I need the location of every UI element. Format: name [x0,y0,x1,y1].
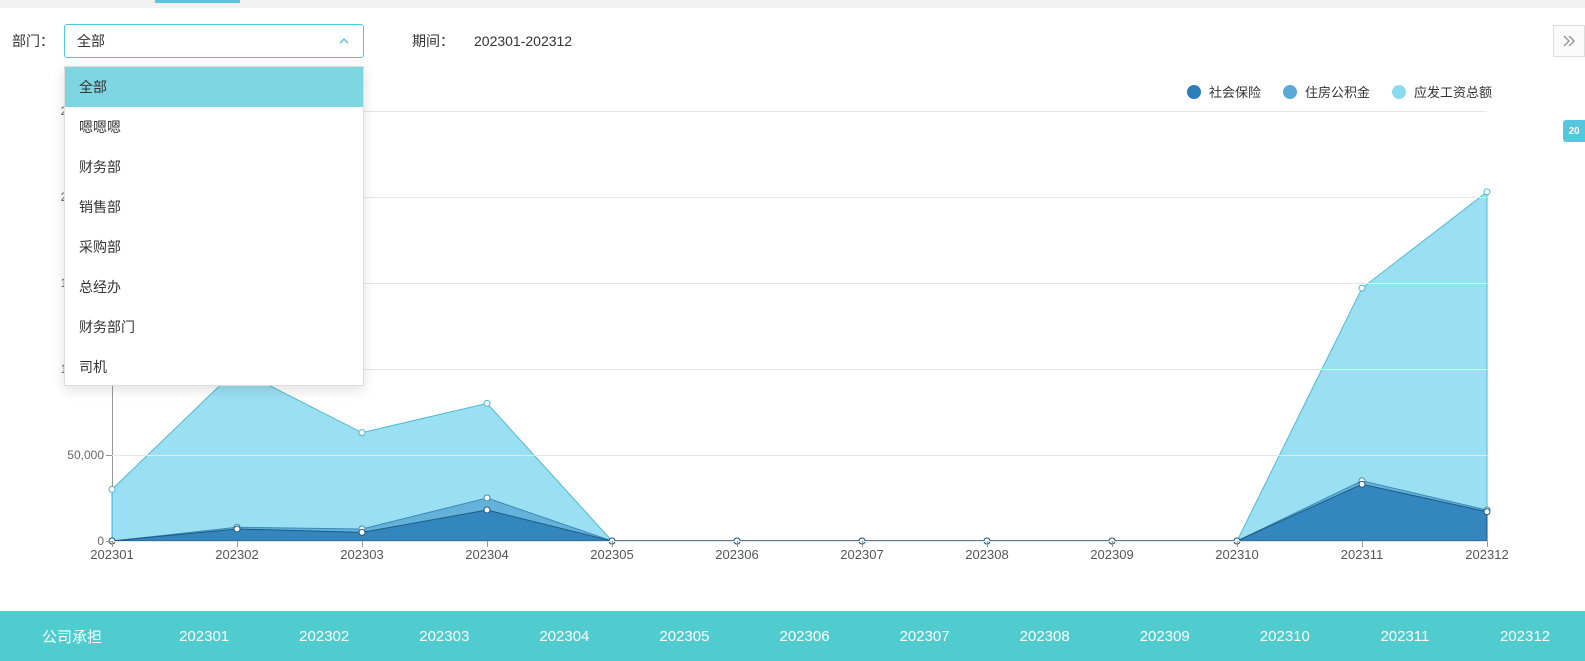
legend-label: 社会保险 [1209,82,1261,101]
dept-select-value: 全部 [77,31,105,51]
y-axis-label: 50,000 [67,448,104,462]
x-axis-label: 202305 [590,547,633,562]
series-marker[interactable] [234,526,240,532]
x-axis-label: 202309 [1090,547,1133,562]
dropdown-option[interactable]: 全部 [65,67,363,107]
grid-line [112,455,1487,456]
x-tick [112,541,113,547]
table-header-cell: 202303 [384,628,504,645]
active-tab-indicator [155,0,240,3]
x-tick [737,541,738,547]
y-tick [106,455,112,456]
series-marker[interactable] [1359,481,1365,487]
table-header-cell: 202306 [744,628,864,645]
table-header-cell: 202302 [264,628,384,645]
legend-item[interactable]: 住房公积金 [1283,82,1370,101]
series-marker[interactable] [1359,285,1365,291]
table-header-row: 公司承担202301202302202303202304202305202306… [0,611,1585,661]
series-marker[interactable] [1484,189,1490,195]
chevron-up-icon [337,34,351,48]
x-tick [237,541,238,547]
legend-item[interactable]: 社会保险 [1187,82,1261,101]
x-axis-label: 202310 [1215,547,1258,562]
series-marker[interactable] [359,529,365,535]
side-tab-label: 20 [1568,126,1579,137]
x-tick [1112,541,1113,547]
x-tick [862,541,863,547]
x-axis-label: 202312 [1465,547,1508,562]
series-marker[interactable] [1484,509,1490,515]
dropdown-option[interactable]: 采购部 [65,227,363,267]
table-header-cell: 202301 [144,628,264,645]
legend-item[interactable]: 应发工资总额 [1392,82,1492,101]
x-axis-label: 202302 [215,547,258,562]
table-header-cell: 202305 [624,628,744,645]
table-header-cell: 公司承担 [0,626,144,647]
panel-collapse-handle[interactable] [1553,25,1585,57]
x-axis-label: 202307 [840,547,883,562]
series-marker[interactable] [484,495,490,501]
x-tick [362,541,363,547]
x-tick [1237,541,1238,547]
dept-dropdown[interactable]: 全部嗯嗯嗯财务部销售部采购部总经办财务部门司机 [64,66,364,386]
legend-marker [1392,85,1406,99]
side-tab[interactable]: 20 [1563,120,1585,142]
series-marker[interactable] [484,507,490,513]
x-axis-label: 202304 [465,547,508,562]
series-marker[interactable] [109,486,115,492]
x-tick [1487,541,1488,547]
dept-label: 部门： [12,31,54,51]
dropdown-option[interactable]: 嗯嗯嗯 [65,107,363,147]
table-header-cell: 202308 [985,628,1105,645]
chevron-right-double-icon [1561,33,1577,49]
dept-select-wrap: 全部 全部嗯嗯嗯财务部销售部采购部总经办财务部门司机 [64,24,364,58]
legend-label: 住房公积金 [1305,82,1370,101]
filter-row: 部门： 全部 全部嗯嗯嗯财务部销售部采购部总经办财务部门司机 期间： 20230… [0,8,1585,66]
table-header-cell: 202310 [1225,628,1345,645]
x-axis-label: 202303 [340,547,383,562]
period-value: 202301-202312 [474,33,572,49]
legend-marker [1283,85,1297,99]
x-tick [612,541,613,547]
y-axis-label: 0 [97,534,104,548]
dropdown-option[interactable]: 销售部 [65,187,363,227]
x-tick [987,541,988,547]
table-header-cell: 202304 [504,628,624,645]
chart-legend: 社会保险 住房公积金 应发工资总额 [1187,82,1492,101]
grid-line [112,541,1487,542]
dropdown-option[interactable]: 司机 [65,347,363,386]
x-axis-label: 202301 [90,547,133,562]
series-marker[interactable] [359,430,365,436]
period-label: 期间： [412,31,454,51]
table-header-cell: 202312 [1465,628,1585,645]
dropdown-option[interactable]: 财务部 [65,147,363,187]
x-axis-label: 202311 [1341,547,1383,562]
dept-select[interactable]: 全部 [64,24,364,58]
table-header-cell: 202309 [1105,628,1225,645]
series-marker[interactable] [484,400,490,406]
x-tick [1362,541,1363,547]
legend-marker [1187,85,1201,99]
dropdown-option[interactable]: 总经办 [65,267,363,307]
dropdown-option[interactable]: 财务部门 [65,307,363,347]
x-axis-label: 202306 [715,547,758,562]
x-axis-label: 202308 [965,547,1008,562]
table-header-cell: 202307 [865,628,985,645]
legend-label: 应发工资总额 [1414,82,1492,101]
x-tick [487,541,488,547]
table-header-cell: 202311 [1345,628,1465,645]
topbar [0,0,1585,8]
